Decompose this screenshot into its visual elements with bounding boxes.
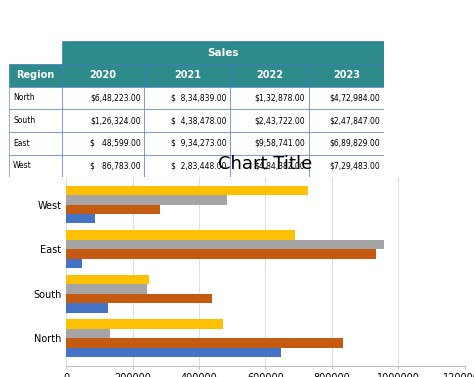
Text: $4,72,984.00: $4,72,984.00 [329, 93, 380, 102]
Text: $  2,83,448.00: $ 2,83,448.00 [171, 161, 227, 170]
Bar [62, 109, 144, 132]
Bar [66, 338, 343, 348]
Text: $6,48,223.00: $6,48,223.00 [90, 93, 140, 102]
Bar [62, 41, 384, 64]
Bar [9, 109, 62, 132]
Bar [66, 249, 376, 259]
Bar [66, 230, 295, 240]
Bar [144, 64, 230, 86]
Bar [144, 132, 230, 155]
Bar [309, 109, 384, 132]
Bar [66, 195, 227, 205]
Bar [66, 319, 223, 329]
Bar [309, 64, 384, 86]
Bar [9, 86, 62, 109]
Bar [62, 86, 144, 109]
Text: South: South [13, 116, 36, 125]
Text: $  8,34,839.00: $ 8,34,839.00 [171, 93, 227, 102]
Bar [66, 259, 82, 268]
Text: $1,26,324.00: $1,26,324.00 [90, 116, 140, 125]
Text: $   48,599.00: $ 48,599.00 [90, 139, 140, 148]
Bar [66, 294, 212, 303]
Bar [9, 132, 62, 155]
Text: $2,43,722.00: $2,43,722.00 [255, 116, 305, 125]
Bar [230, 155, 309, 177]
Text: 2021: 2021 [174, 70, 201, 80]
Bar [144, 155, 230, 177]
Bar [9, 64, 62, 86]
Title: Chart Title: Chart Title [219, 155, 312, 173]
Bar [9, 155, 62, 177]
Bar [309, 86, 384, 109]
Bar [66, 284, 147, 294]
Bar [144, 86, 230, 109]
Text: 2023: 2023 [333, 70, 360, 80]
Bar [230, 109, 309, 132]
Text: East: East [13, 139, 30, 148]
Text: West: West [13, 161, 32, 170]
Text: Region: Region [17, 70, 55, 80]
Bar [66, 329, 110, 338]
Bar [62, 64, 144, 86]
Text: $  9,34,273.00: $ 9,34,273.00 [171, 139, 227, 148]
Bar [66, 303, 108, 313]
Text: North: North [13, 93, 35, 102]
Bar [230, 64, 309, 86]
Text: $1,32,878.00: $1,32,878.00 [255, 93, 305, 102]
Bar [230, 86, 309, 109]
Bar [66, 186, 309, 195]
Bar [66, 214, 95, 224]
Text: 2022: 2022 [256, 70, 283, 80]
Text: $9,58,741.00: $9,58,741.00 [255, 139, 305, 148]
Text: $7,29,483.00: $7,29,483.00 [329, 161, 380, 170]
Text: $  4,38,478.00: $ 4,38,478.00 [171, 116, 227, 125]
Text: $6,89,829.00: $6,89,829.00 [329, 139, 380, 148]
Bar [309, 155, 384, 177]
Bar [230, 132, 309, 155]
Text: 2020: 2020 [90, 70, 117, 80]
Text: $2,47,847.00: $2,47,847.00 [329, 116, 380, 125]
Text: $4,84,382.00: $4,84,382.00 [255, 161, 305, 170]
Text: Sales: Sales [207, 48, 239, 58]
Bar [309, 132, 384, 155]
Bar [62, 132, 144, 155]
Bar [66, 348, 282, 357]
Bar [66, 275, 148, 284]
Bar [66, 240, 384, 249]
Text: $   86,783.00: $ 86,783.00 [90, 161, 140, 170]
Bar [9, 41, 62, 64]
Bar [62, 155, 144, 177]
Bar [144, 109, 230, 132]
Bar [66, 205, 160, 214]
